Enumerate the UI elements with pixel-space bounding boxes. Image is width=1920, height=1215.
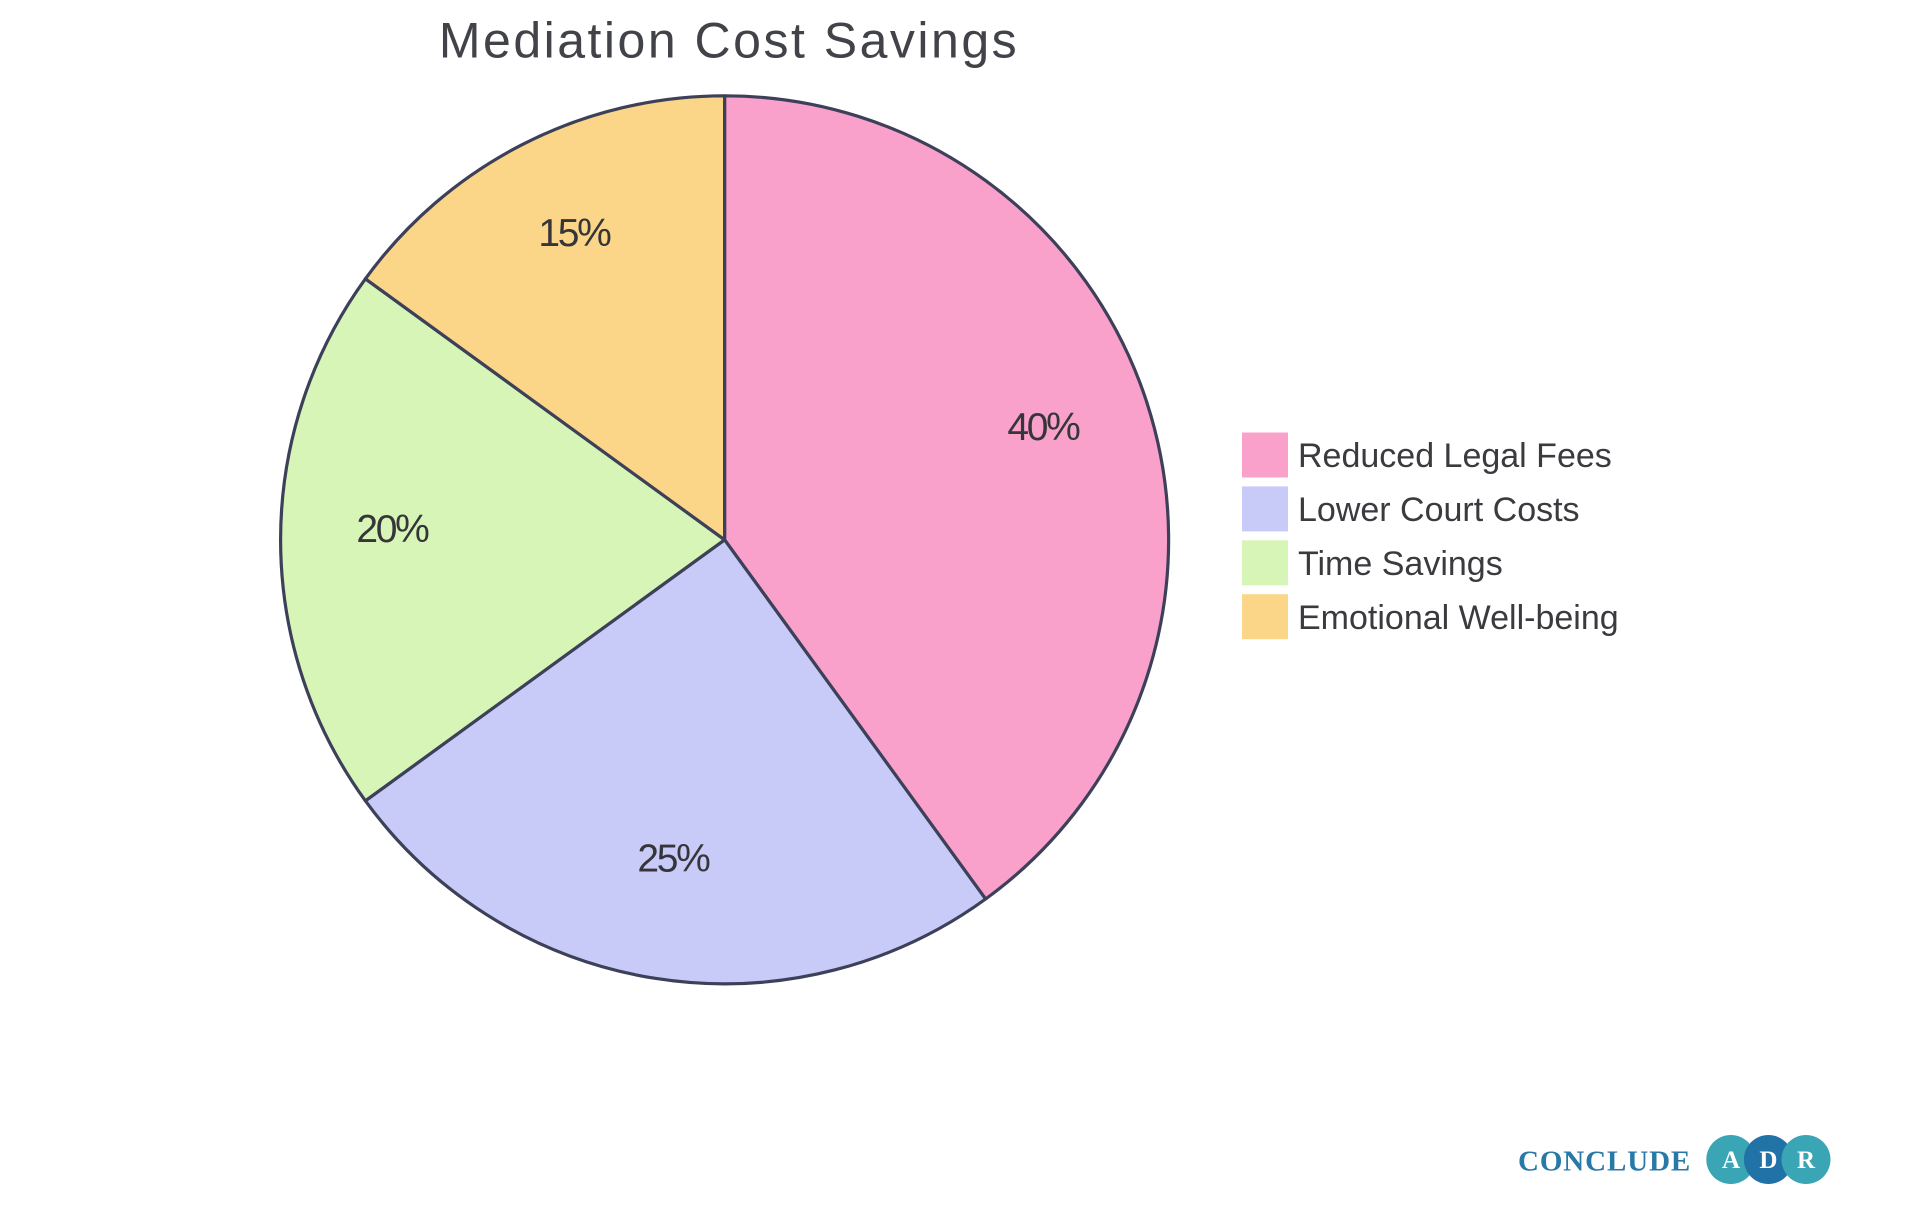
svg-text:Lower Court Costs: Lower Court Costs <box>1298 491 1580 529</box>
svg-text:15%: 15% <box>538 212 611 255</box>
svg-text:A: A <box>1722 1147 1740 1174</box>
svg-text:Mediation Cost Savings: Mediation Cost Savings <box>439 12 1019 68</box>
svg-text:D: D <box>1759 1147 1777 1174</box>
svg-text:40%: 40% <box>1007 406 1080 449</box>
svg-text:R: R <box>1797 1147 1816 1174</box>
svg-text:CONCLUDE: CONCLUDE <box>1518 1146 1691 1178</box>
svg-text:20%: 20% <box>356 508 429 551</box>
svg-text:Reduced Legal Fees: Reduced Legal Fees <box>1298 437 1612 475</box>
svg-text:Time Savings: Time Savings <box>1298 545 1503 583</box>
svg-text:25%: 25% <box>637 838 710 881</box>
svg-text:Emotional Well-being: Emotional Well-being <box>1298 599 1619 637</box>
